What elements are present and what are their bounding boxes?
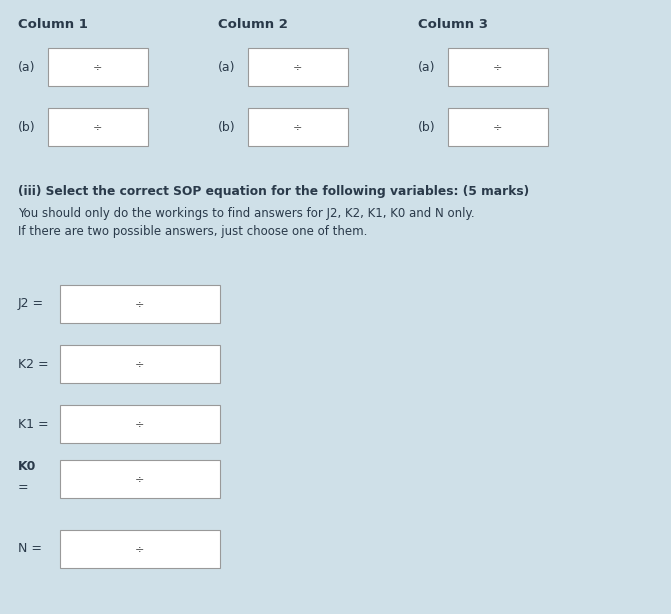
FancyBboxPatch shape <box>248 48 348 86</box>
FancyBboxPatch shape <box>60 405 220 443</box>
Text: K2 =: K2 = <box>18 357 48 370</box>
Text: (b): (b) <box>418 120 435 133</box>
FancyBboxPatch shape <box>60 285 220 323</box>
FancyBboxPatch shape <box>60 345 220 383</box>
FancyBboxPatch shape <box>448 108 548 146</box>
FancyBboxPatch shape <box>60 460 220 498</box>
Text: ÷: ÷ <box>136 474 145 484</box>
FancyBboxPatch shape <box>448 48 548 86</box>
Text: Column 2: Column 2 <box>218 18 288 31</box>
Text: Column 1: Column 1 <box>18 18 88 31</box>
Text: N =: N = <box>18 543 42 556</box>
Text: You should only do the workings to find answers for J2, K2, K1, K0 and N only.: You should only do the workings to find … <box>18 207 474 220</box>
Text: If there are two possible answers, just choose one of them.: If there are two possible answers, just … <box>18 225 368 238</box>
Text: ÷: ÷ <box>136 544 145 554</box>
Text: =: = <box>18 481 29 494</box>
Text: ÷: ÷ <box>136 359 145 369</box>
FancyBboxPatch shape <box>60 530 220 568</box>
Text: (a): (a) <box>218 61 236 74</box>
Text: K1 =: K1 = <box>18 418 48 430</box>
Text: (b): (b) <box>18 120 36 133</box>
Text: K0: K0 <box>18 460 36 473</box>
Text: J2 =: J2 = <box>18 298 44 311</box>
Text: ÷: ÷ <box>93 62 103 72</box>
FancyBboxPatch shape <box>48 48 148 86</box>
Text: ÷: ÷ <box>293 62 303 72</box>
FancyBboxPatch shape <box>48 108 148 146</box>
Text: (a): (a) <box>18 61 36 74</box>
Text: Column 3: Column 3 <box>418 18 488 31</box>
Text: ÷: ÷ <box>136 299 145 309</box>
Text: ÷: ÷ <box>493 122 503 132</box>
Text: ÷: ÷ <box>136 419 145 429</box>
Text: ÷: ÷ <box>493 62 503 72</box>
Text: (b): (b) <box>218 120 236 133</box>
Text: (iii) Select the correct SOP equation for the following variables: (5 marks): (iii) Select the correct SOP equation fo… <box>18 185 529 198</box>
FancyBboxPatch shape <box>248 108 348 146</box>
Text: ÷: ÷ <box>293 122 303 132</box>
Text: (a): (a) <box>418 61 435 74</box>
Text: ÷: ÷ <box>93 122 103 132</box>
